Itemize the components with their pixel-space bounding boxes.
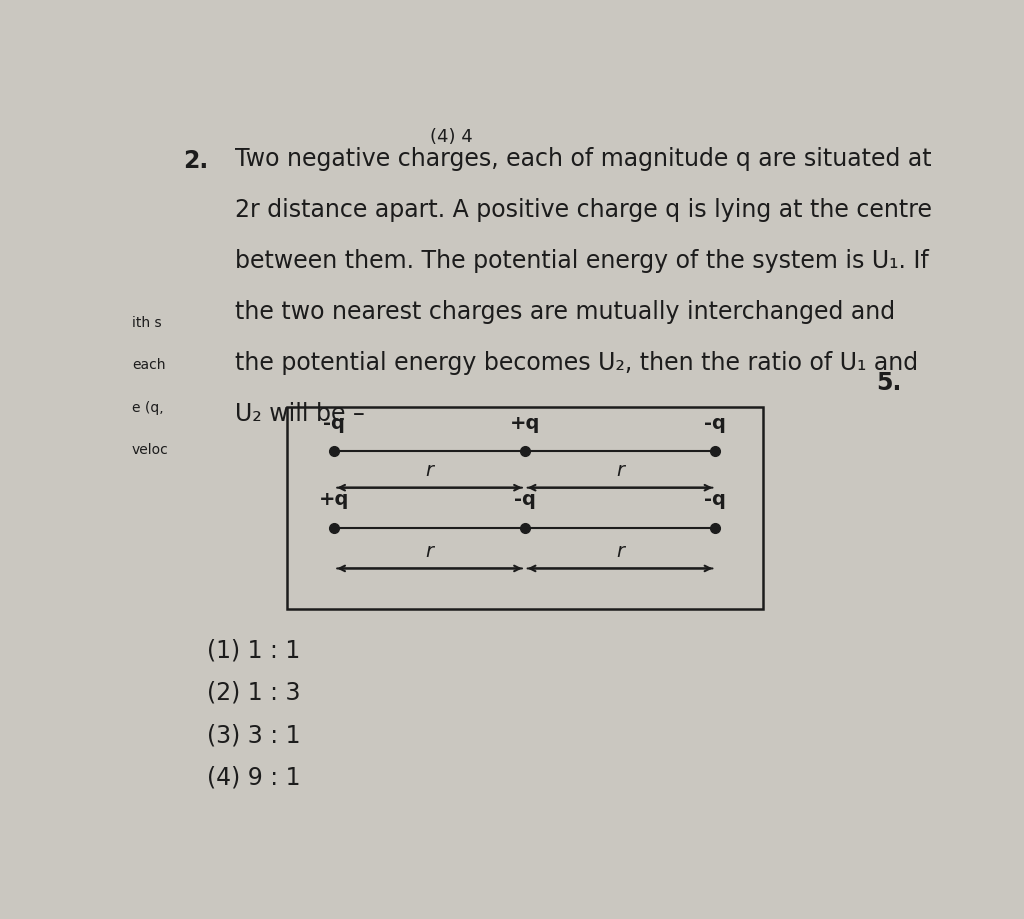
Text: r: r xyxy=(616,460,624,480)
Text: e (q,: e (q, xyxy=(132,401,164,414)
Text: r: r xyxy=(616,541,624,561)
Text: 2.: 2. xyxy=(183,149,209,173)
Text: (3) 3 : 1: (3) 3 : 1 xyxy=(207,722,301,746)
Text: the two nearest charges are mutually interchanged and: the two nearest charges are mutually int… xyxy=(236,300,895,323)
Text: +q: +q xyxy=(510,413,540,432)
Text: 5.: 5. xyxy=(877,370,902,394)
Text: -q: -q xyxy=(705,490,726,509)
Text: each: each xyxy=(132,358,166,372)
Text: 2r distance apart. A positive charge q is lying at the centre: 2r distance apart. A positive charge q i… xyxy=(236,198,932,222)
Text: -q: -q xyxy=(324,413,345,432)
Text: Two negative charges, each of magnitude q are situated at: Two negative charges, each of magnitude … xyxy=(236,147,932,171)
Text: the potential energy becomes U₂, then the ratio of U₁ and: the potential energy becomes U₂, then th… xyxy=(236,351,919,375)
Bar xyxy=(287,407,763,609)
Text: veloc: veloc xyxy=(132,443,169,457)
Text: -q: -q xyxy=(514,490,536,509)
Text: U₂ will be –: U₂ will be – xyxy=(236,402,365,425)
Text: r: r xyxy=(426,460,433,480)
Text: -q: -q xyxy=(705,413,726,432)
Text: +q: +q xyxy=(319,490,349,509)
Text: (2) 1 : 3: (2) 1 : 3 xyxy=(207,680,301,704)
Text: between them. The potential energy of the system is U₁. If: between them. The potential energy of th… xyxy=(236,249,929,273)
Text: (4) 4: (4) 4 xyxy=(430,128,472,146)
Text: (4) 9 : 1: (4) 9 : 1 xyxy=(207,765,301,789)
Text: r: r xyxy=(426,541,433,561)
Text: (1) 1 : 1: (1) 1 : 1 xyxy=(207,638,301,662)
Text: ith s: ith s xyxy=(132,315,162,330)
